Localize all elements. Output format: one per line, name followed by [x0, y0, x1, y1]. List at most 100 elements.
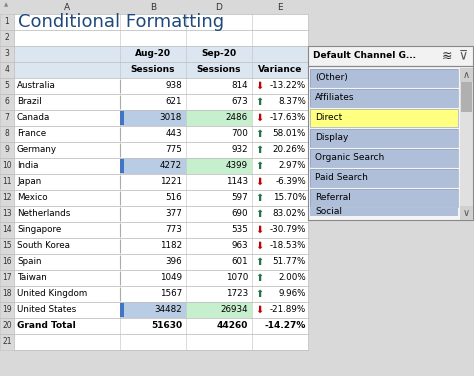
- Text: -6.39%: -6.39%: [275, 177, 306, 186]
- Bar: [0, 94, 14, 110]
- Text: 16: 16: [2, 258, 12, 267]
- Bar: [310, 129, 458, 147]
- Text: 20.26%: 20.26%: [273, 146, 306, 155]
- Text: Display: Display: [315, 133, 348, 142]
- Bar: [310, 109, 458, 127]
- Bar: [310, 149, 458, 167]
- Bar: [0, 238, 14, 254]
- Bar: [310, 149, 458, 167]
- Bar: [0, 270, 14, 286]
- Bar: [0, 190, 14, 206]
- Text: 932: 932: [231, 146, 248, 155]
- Bar: [310, 189, 458, 207]
- Text: Singapore: Singapore: [17, 226, 61, 235]
- Bar: [0, 206, 14, 222]
- Text: D: D: [216, 3, 222, 12]
- Text: Grand Total: Grand Total: [17, 321, 76, 331]
- Bar: [0, 334, 14, 350]
- Text: -18.53%: -18.53%: [270, 241, 306, 250]
- Text: 1221: 1221: [160, 177, 182, 186]
- Text: Sessions: Sessions: [197, 65, 241, 74]
- Text: Germany: Germany: [17, 146, 57, 155]
- Text: (Other): (Other): [315, 73, 348, 82]
- Bar: [0, 30, 14, 46]
- Bar: [0, 334, 14, 350]
- Text: 4272: 4272: [160, 162, 182, 170]
- Bar: [310, 208, 458, 216]
- Bar: [460, 68, 473, 82]
- Text: 690: 690: [231, 209, 248, 218]
- Bar: [0, 286, 14, 302]
- Text: United Kingdom: United Kingdom: [17, 290, 87, 299]
- Bar: [0, 222, 14, 238]
- Text: 3: 3: [5, 50, 9, 59]
- Text: United States: United States: [17, 305, 76, 314]
- Text: Brazil: Brazil: [17, 97, 42, 106]
- Text: Organic Search: Organic Search: [315, 153, 384, 162]
- Bar: [310, 169, 458, 187]
- Text: 34482: 34482: [154, 305, 182, 314]
- Text: Japan: Japan: [17, 177, 41, 186]
- Text: 26934: 26934: [220, 305, 248, 314]
- Text: ∨: ∨: [463, 208, 470, 218]
- Bar: [310, 89, 458, 107]
- Text: 773: 773: [165, 226, 182, 235]
- Text: Taiwan: Taiwan: [17, 273, 47, 282]
- Text: Sessions: Sessions: [131, 65, 175, 74]
- Text: 396: 396: [165, 258, 182, 267]
- Bar: [186, 110, 252, 126]
- Text: Default Channel G...: Default Channel G...: [313, 52, 416, 61]
- Text: 1049: 1049: [160, 273, 182, 282]
- Text: ▲: ▲: [4, 2, 8, 7]
- Bar: [0, 158, 14, 174]
- Text: Paid Search: Paid Search: [315, 173, 368, 182]
- Bar: [308, 66, 473, 220]
- Bar: [310, 109, 458, 127]
- Text: 2486: 2486: [226, 114, 248, 123]
- Text: Conditional Formatting: Conditional Formatting: [18, 13, 224, 31]
- Bar: [0, 110, 14, 126]
- Bar: [461, 82, 472, 112]
- Text: 13: 13: [2, 209, 12, 218]
- Text: 12: 12: [2, 194, 12, 203]
- Text: 2.00%: 2.00%: [278, 273, 306, 282]
- Text: A: A: [64, 3, 70, 12]
- Text: ⬇: ⬇: [255, 81, 263, 91]
- Text: B: B: [150, 3, 156, 12]
- Bar: [0, 286, 14, 302]
- Text: ⬇: ⬇: [255, 177, 263, 187]
- Bar: [120, 111, 124, 125]
- Bar: [460, 206, 473, 220]
- Text: -21.89%: -21.89%: [270, 305, 306, 314]
- Text: Spain: Spain: [17, 258, 42, 267]
- Bar: [460, 68, 473, 220]
- Text: 2: 2: [5, 33, 9, 42]
- Text: 58.01%: 58.01%: [273, 129, 306, 138]
- Bar: [0, 190, 14, 206]
- Text: 21: 21: [2, 338, 12, 347]
- Text: Variance: Variance: [258, 65, 302, 74]
- Text: Direct: Direct: [315, 113, 342, 122]
- Text: Netherlands: Netherlands: [17, 209, 70, 218]
- Text: 1182: 1182: [160, 241, 182, 250]
- Text: Australia: Australia: [17, 82, 56, 91]
- Bar: [0, 318, 14, 334]
- Text: ⬆: ⬆: [255, 289, 263, 299]
- Text: 14: 14: [2, 226, 12, 235]
- Bar: [310, 69, 458, 87]
- Bar: [0, 254, 14, 270]
- Text: Mexico: Mexico: [17, 194, 47, 203]
- Bar: [14, 62, 308, 78]
- Bar: [186, 158, 252, 174]
- Text: 775: 775: [165, 146, 182, 155]
- Bar: [0, 62, 14, 78]
- Bar: [310, 69, 458, 87]
- Text: 7: 7: [5, 114, 9, 123]
- Text: ≋: ≋: [442, 50, 452, 62]
- Bar: [308, 46, 473, 66]
- Text: 4: 4: [5, 65, 9, 74]
- Bar: [120, 302, 186, 318]
- Bar: [310, 189, 458, 207]
- Text: Social: Social: [315, 208, 342, 217]
- Text: 51.77%: 51.77%: [273, 258, 306, 267]
